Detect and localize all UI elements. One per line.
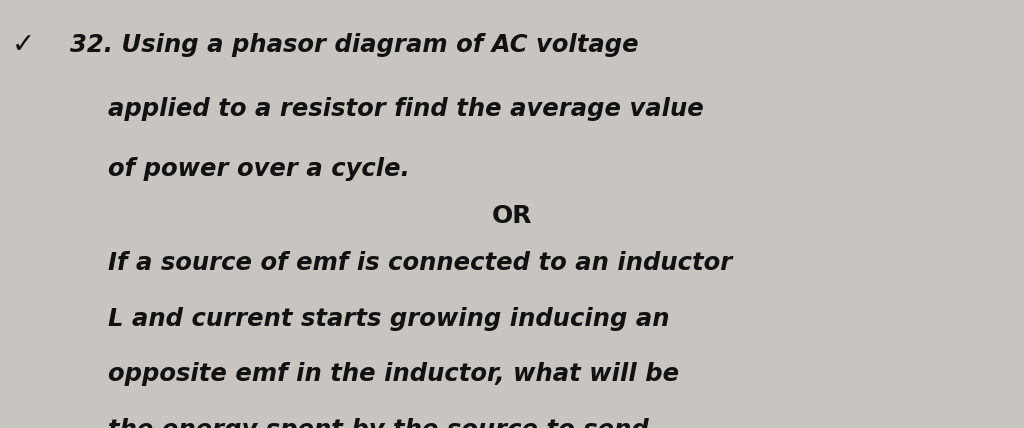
Text: opposite emf in the inductor, what will be: opposite emf in the inductor, what will … <box>108 363 679 386</box>
Text: of power over a cycle.: of power over a cycle. <box>108 157 410 181</box>
Text: the energy spent by the source to send: the energy spent by the source to send <box>108 418 648 428</box>
Text: If a source of emf is connected to an inductor: If a source of emf is connected to an in… <box>108 251 732 275</box>
Text: applied to a resistor find the average value: applied to a resistor find the average v… <box>108 97 703 121</box>
Text: L and current starts growing inducing an: L and current starts growing inducing an <box>108 307 669 331</box>
Text: OR: OR <box>492 204 532 228</box>
Text: ✓: ✓ <box>12 31 36 59</box>
Text: 32. Using a phasor diagram of AC voltage: 32. Using a phasor diagram of AC voltage <box>70 33 638 57</box>
